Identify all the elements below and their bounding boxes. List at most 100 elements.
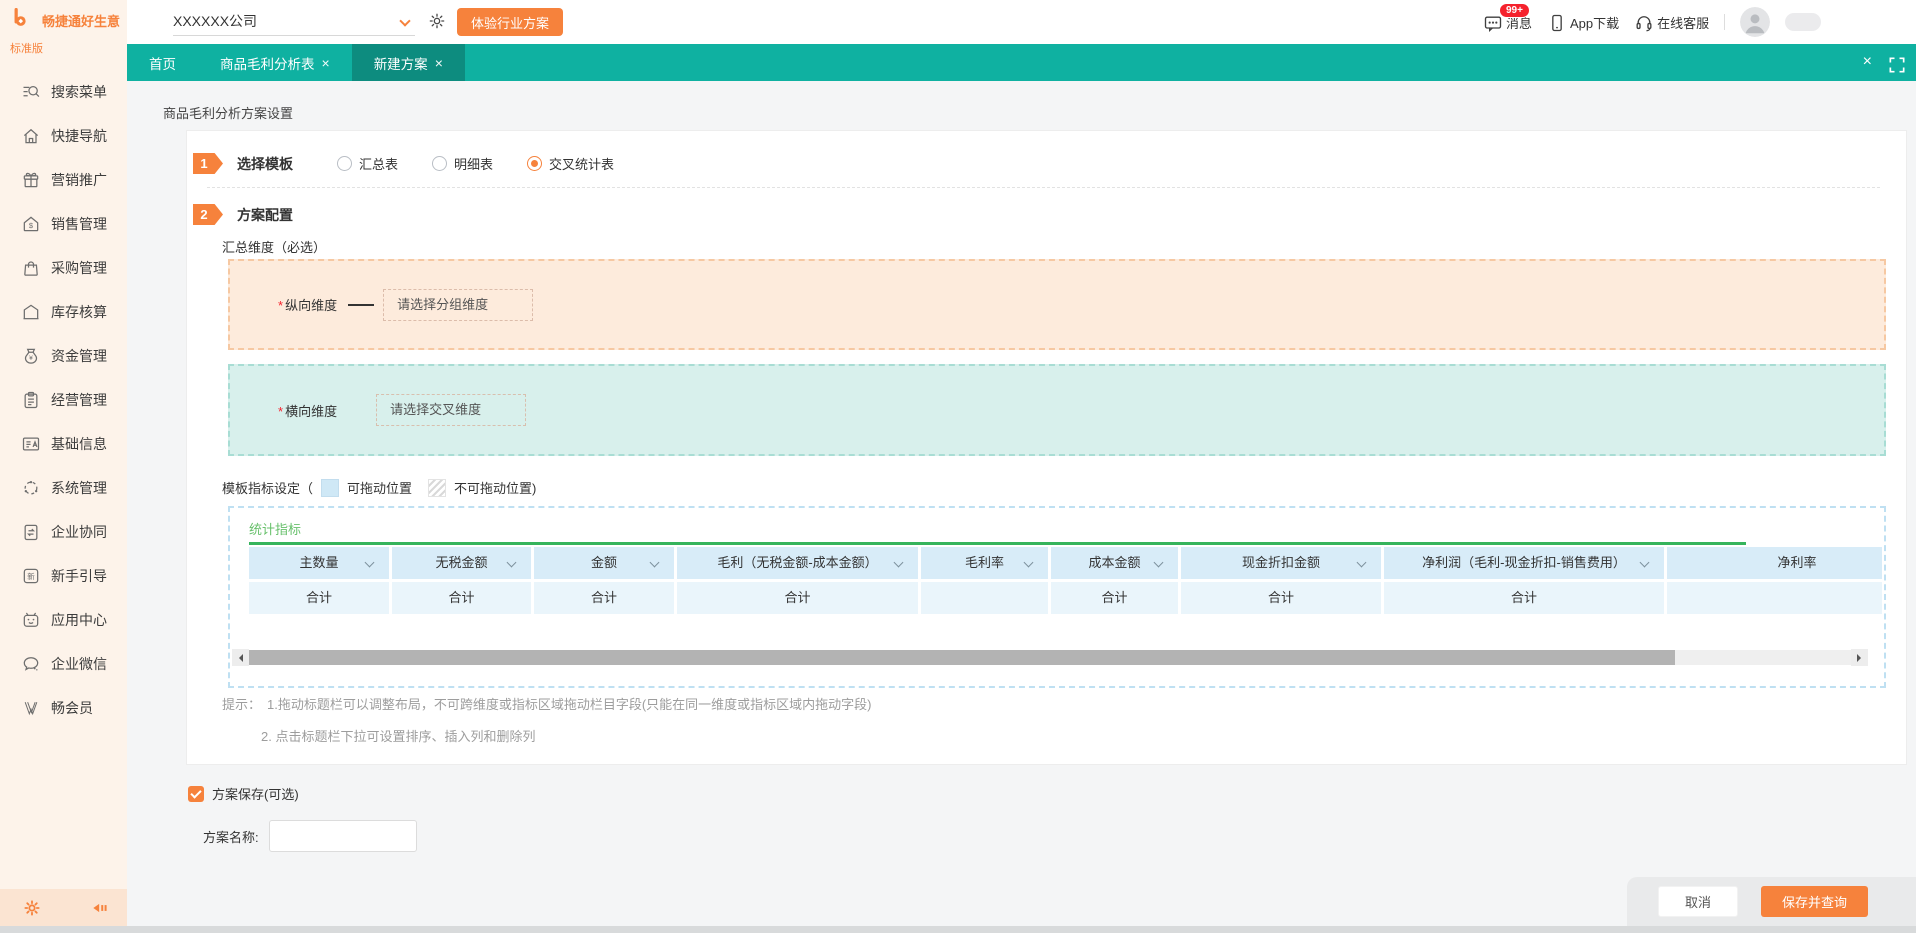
horizontal-scrollbar[interactable] bbox=[232, 649, 1868, 666]
chevron-down-icon[interactable] bbox=[1023, 557, 1034, 568]
sidebar: 畅捷通好生意 标准版 搜索菜单 快捷导航 营销推广 $ 销售管理 采购管理 bbox=[0, 0, 127, 933]
sidebar-item-beginner-guide[interactable]: 新 新手引导 bbox=[0, 554, 127, 598]
tab-gross-profit-report[interactable]: 商品毛利分析表 × bbox=[198, 44, 352, 81]
radio-summary-table[interactable]: 汇总表 bbox=[337, 154, 398, 173]
sidebar-item-label: 销售管理 bbox=[51, 216, 107, 232]
online-support-button[interactable]: 在线客服 bbox=[1634, 13, 1709, 32]
total-cell bbox=[1667, 582, 1882, 614]
window-bottom-edge bbox=[0, 926, 1916, 933]
cancel-button[interactable]: 取消 bbox=[1658, 886, 1738, 917]
avatar[interactable] bbox=[1740, 7, 1771, 37]
sidebar-footer bbox=[0, 889, 127, 926]
close-tab-icon[interactable]: × bbox=[434, 54, 443, 71]
messages-button[interactable]: 消息 99+ bbox=[1483, 2, 1532, 33]
sidebar-item-sales[interactable]: $ 销售管理 bbox=[0, 202, 127, 246]
chevron-down-icon[interactable] bbox=[1153, 557, 1164, 568]
company-name: XXXXXX公司 bbox=[173, 13, 258, 29]
scheme-settings-panel: 1 选择模板 汇总表 明细表 交叉统计表 2 方案配置 bbox=[186, 130, 1907, 765]
messages-badge: 99+ bbox=[1499, 2, 1530, 18]
chevron-down-icon[interactable] bbox=[506, 557, 517, 568]
close-all-icon[interactable]: × bbox=[1862, 53, 1872, 70]
radio-detail-table[interactable]: 明细表 bbox=[432, 154, 493, 173]
column-header[interactable]: 毛利（无税金额-成本金额） bbox=[677, 547, 918, 579]
sidebar-item-wechat-work[interactable]: 企业微信 bbox=[0, 642, 127, 686]
app-download-button[interactable]: App下载 bbox=[1547, 13, 1619, 32]
radio-icon bbox=[527, 156, 543, 171]
tab-label: 首页 bbox=[149, 56, 176, 72]
save-and-query-button[interactable]: 保存并查询 bbox=[1761, 886, 1868, 917]
connector-line bbox=[348, 303, 375, 306]
svg-text:新: 新 bbox=[27, 571, 35, 581]
chevron-down-icon[interactable] bbox=[364, 557, 375, 568]
sidebar-item-label: 系统管理 bbox=[51, 480, 107, 496]
money-icon: ¥ bbox=[21, 346, 41, 366]
username-masked[interactable] bbox=[1785, 13, 1822, 31]
column-header[interactable]: 主数量 bbox=[249, 547, 389, 579]
tab-home[interactable]: 首页 bbox=[127, 44, 198, 81]
column-header[interactable]: 净利润（毛利-现金折扣-销售费用） bbox=[1384, 547, 1664, 579]
sidebar-item-search-menu[interactable]: 搜索菜单 bbox=[0, 70, 127, 114]
chevron-down-icon[interactable] bbox=[1639, 557, 1650, 568]
tab-label: 商品毛利分析表 bbox=[220, 56, 315, 72]
legend-prefix: 模板指标设定（ bbox=[222, 481, 314, 496]
checkbox-checked-icon[interactable] bbox=[188, 785, 204, 802]
required-mark: * bbox=[278, 403, 284, 419]
sidebar-item-label: 新手引导 bbox=[51, 568, 107, 584]
collapse-sidebar-icon[interactable] bbox=[90, 898, 110, 918]
home-icon bbox=[21, 126, 41, 146]
scrollbar-thumb[interactable] bbox=[249, 650, 1675, 665]
save-scheme-checkbox-row[interactable]: 方案保存(可选) bbox=[188, 784, 299, 803]
cross-dimension-picker[interactable]: 请选择交叉维度 bbox=[376, 394, 527, 426]
action-footer: 取消 保存并查询 bbox=[1627, 877, 1916, 926]
fullscreen-icon[interactable] bbox=[1887, 55, 1905, 73]
scheme-name-input[interactable] bbox=[268, 820, 417, 852]
column-header[interactable]: 现金折扣金额 bbox=[1181, 547, 1381, 579]
statistic-indicators-zone: 统计指标 主数量 无税金额 金额 毛利（无税金额-成本金额） 毛利率 成本金额 … bbox=[228, 506, 1886, 688]
step1-title: 选择模板 bbox=[237, 155, 293, 172]
scheme-name-row: 方案名称: bbox=[203, 820, 417, 852]
scroll-left-button[interactable] bbox=[232, 649, 249, 666]
column-header[interactable]: 金额 bbox=[534, 547, 674, 579]
column-header[interactable]: 净利率 bbox=[1667, 547, 1882, 579]
sidebar-item-collaboration[interactable]: 企业协同 bbox=[0, 510, 127, 554]
step1-badge: 1 bbox=[193, 153, 223, 174]
svg-text:$: $ bbox=[29, 221, 34, 230]
tab-label: 新建方案 bbox=[373, 56, 428, 72]
brand-logo: 畅捷通好生意 bbox=[0, 0, 127, 40]
column-header[interactable]: 毛利率 bbox=[921, 547, 1048, 579]
company-select[interactable]: XXXXXX公司 bbox=[173, 8, 415, 36]
column-header[interactable]: 无税金额 bbox=[392, 547, 531, 579]
column-header[interactable]: 成本金额 bbox=[1051, 547, 1178, 579]
group-dimension-picker[interactable]: 请选择分组维度 bbox=[383, 288, 534, 321]
topbar: XXXXXX公司 体验行业方案 消息 99+ App下载 在线客服 bbox=[127, 0, 1916, 44]
hint-text: 1.拖动标题栏可以调整布局，不可跨维度或指标区域拖动栏目字段(只能在同一维度或指… bbox=[267, 697, 872, 712]
sidebar-item-operations[interactable]: 经营管理 bbox=[0, 378, 127, 422]
indicator-total-row: 合计 合计 合计 合计 合计 合计 合计 bbox=[249, 582, 1882, 614]
sidebar-item-purchase[interactable]: 采购管理 bbox=[0, 246, 127, 290]
app-download-label: App下载 bbox=[1570, 15, 1620, 31]
sidebar-item-funds[interactable]: ¥ 资金管理 bbox=[0, 334, 127, 378]
sidebar-item-label: 基础信息 bbox=[51, 436, 107, 452]
indicator-region-line bbox=[249, 542, 1746, 545]
chevron-down-icon[interactable] bbox=[649, 557, 660, 568]
chevron-down-icon[interactable] bbox=[1356, 557, 1367, 568]
sidebar-item-quick-nav[interactable]: 快捷导航 bbox=[0, 114, 127, 158]
divider bbox=[1724, 14, 1726, 30]
sidebar-item-system[interactable]: 系统管理 bbox=[0, 466, 127, 510]
sidebar-item-member[interactable]: 畅会员 bbox=[0, 686, 127, 730]
sidebar-item-inventory[interactable]: 库存核算 bbox=[0, 290, 127, 334]
sidebar-item-marketing[interactable]: 营销推广 bbox=[0, 158, 127, 202]
sidebar-item-base-info[interactable]: 基础信息 bbox=[0, 422, 127, 466]
radio-cross-stat-table[interactable]: 交叉统计表 bbox=[527, 154, 614, 173]
gear-icon[interactable] bbox=[427, 11, 449, 33]
close-tab-icon[interactable]: × bbox=[321, 54, 330, 71]
chevron-down-icon[interactable] bbox=[893, 557, 904, 568]
newbie-icon: 新 bbox=[21, 566, 41, 586]
scrollbar-track[interactable] bbox=[249, 650, 1851, 665]
scroll-right-button[interactable] bbox=[1851, 649, 1868, 666]
tab-new-scheme[interactable]: 新建方案 × bbox=[351, 44, 465, 81]
industry-scheme-button[interactable]: 体验行业方案 bbox=[457, 8, 564, 36]
settings-gear-icon[interactable] bbox=[22, 898, 42, 918]
sidebar-item-app-center[interactable]: 应用中心 bbox=[0, 598, 127, 642]
hint-line-1: 提示： 1.拖动标题栏可以调整布局，不可跨维度或指标区域拖动栏目字段(只能在同一… bbox=[222, 694, 872, 713]
